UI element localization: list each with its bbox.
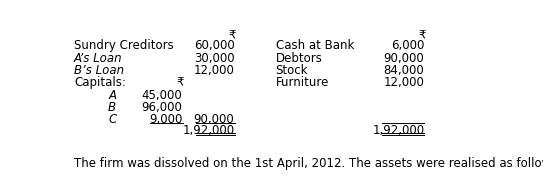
Text: The firm was dissolved on the 1st April, 2012. The assets were realised as follo: The firm was dissolved on the 1st April,… xyxy=(74,157,543,170)
Text: 84,000: 84,000 xyxy=(383,64,425,77)
Text: 1,92,000: 1,92,000 xyxy=(372,124,425,137)
Text: A’s Loan: A’s Loan xyxy=(74,52,123,65)
Text: 90,000: 90,000 xyxy=(194,113,235,126)
Text: ₹: ₹ xyxy=(228,29,236,42)
Text: B: B xyxy=(108,101,116,114)
Text: Stock: Stock xyxy=(276,64,308,77)
Text: 12,000: 12,000 xyxy=(383,76,425,89)
Text: 12,000: 12,000 xyxy=(194,64,235,77)
Text: ₹: ₹ xyxy=(176,76,184,89)
Text: Sundry Creditors: Sundry Creditors xyxy=(74,39,174,52)
Text: Capitals:: Capitals: xyxy=(74,76,126,89)
Text: 45,000: 45,000 xyxy=(142,89,182,102)
Text: B’s Loan: B’s Loan xyxy=(74,64,124,77)
Text: A: A xyxy=(108,89,116,102)
Text: Debtors: Debtors xyxy=(276,52,323,65)
Text: 1,92,000: 1,92,000 xyxy=(182,124,235,137)
Text: Cash at Bank: Cash at Bank xyxy=(276,39,354,52)
Text: C: C xyxy=(108,113,116,126)
Text: 6,000: 6,000 xyxy=(391,39,425,52)
Text: 90,000: 90,000 xyxy=(383,52,425,65)
Text: 9,000: 9,000 xyxy=(149,113,182,126)
Text: Furniture: Furniture xyxy=(276,76,329,89)
Text: 96,000: 96,000 xyxy=(142,101,182,114)
Text: 30,000: 30,000 xyxy=(194,52,235,65)
Text: 60,000: 60,000 xyxy=(194,39,235,52)
Text: ₹: ₹ xyxy=(418,29,426,42)
